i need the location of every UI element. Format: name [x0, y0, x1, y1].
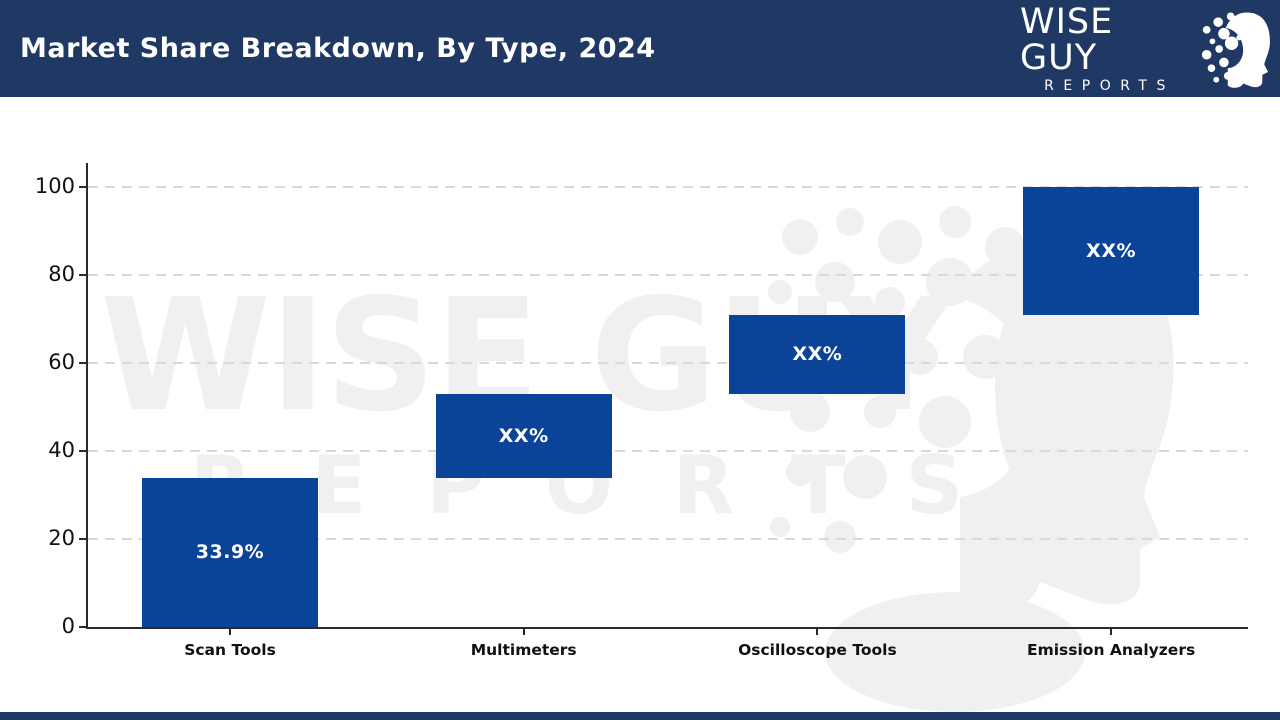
- bar-emission-analyzers: XX%: [1023, 187, 1200, 315]
- x-axis-line: [86, 627, 1248, 629]
- x-tick-label: Emission Analyzers: [1026, 641, 1196, 659]
- bar-value-label: XX%: [1086, 239, 1137, 262]
- bar-value-label: 33.9%: [195, 541, 265, 564]
- y-axis-line: [86, 163, 88, 629]
- x-tick-label: Multimeters: [470, 641, 577, 659]
- x-tick-label: Scan Tools: [184, 641, 276, 659]
- gridline: [88, 186, 1248, 188]
- bar-oscilloscope-tools: XX%: [729, 314, 906, 394]
- gridline: [88, 274, 1248, 276]
- gridline: [88, 538, 1248, 540]
- x-tick-label: Oscilloscope Tools: [738, 641, 897, 659]
- x-tick-mark: [229, 628, 231, 635]
- wise-guy-face-logo-icon: [1201, 12, 1270, 88]
- y-tick-mark: [79, 626, 87, 628]
- x-tick-mark: [522, 628, 525, 635]
- bar-value-label: XX%: [792, 343, 843, 366]
- gridline: [88, 450, 1248, 452]
- bar-value-label: XX%: [498, 424, 549, 447]
- x-tick-mark: [816, 628, 819, 635]
- y-tick-mark: [79, 362, 87, 364]
- header-bar: Market Share Breakdown, By Type, 2024 WI…: [0, 0, 1280, 97]
- y-tick-label: 60: [48, 350, 75, 374]
- gridline: [88, 362, 1248, 364]
- y-tick-label: 80: [48, 262, 75, 286]
- logo-subtext: REPORTS: [1044, 78, 1175, 94]
- logo-wordmark: WISE GUY: [1020, 2, 1114, 78]
- y-tick-label: 40: [48, 438, 75, 462]
- x-tick-mark: [1110, 628, 1113, 635]
- y-tick-label: 100: [34, 174, 75, 198]
- footer-bar: [0, 712, 1280, 720]
- y-tick-mark: [79, 274, 87, 276]
- chart-title: Market Share Breakdown, By Type, 2024: [20, 33, 656, 64]
- wise-guy-logo: WISE GUY REPORTS: [1020, 2, 1270, 94]
- y-tick-label: 20: [48, 526, 75, 550]
- bar-scan-tools: 33.9%: [142, 477, 318, 627]
- y-tick-mark: [79, 538, 87, 540]
- bar-multimeters: XX%: [435, 393, 612, 478]
- y-tick-mark: [79, 450, 87, 452]
- y-tick-label: 0: [61, 614, 75, 638]
- y-tick-mark: [79, 186, 87, 188]
